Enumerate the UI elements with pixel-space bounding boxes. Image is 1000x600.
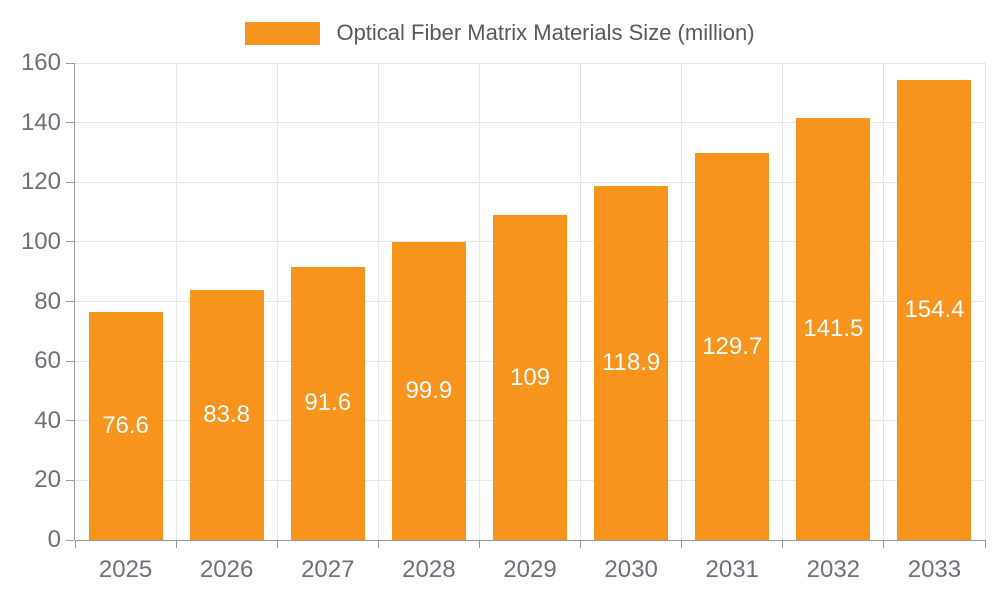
v-gridline: [478, 63, 480, 540]
y-tick: [66, 479, 74, 481]
y-axis-line: [74, 63, 75, 540]
y-axis-label: 120: [20, 168, 61, 196]
x-axis-label: 2029: [503, 556, 557, 583]
bar-value-label: 83.8: [203, 401, 251, 429]
x-tick: [175, 540, 177, 548]
x-tick: [782, 540, 784, 548]
legend-label: Optical Fiber Matrix Materials Size (mil…: [336, 20, 755, 45]
x-axis-label: 2033: [907, 556, 962, 583]
bar-value-label: 118.9: [601, 348, 661, 376]
y-tick: [66, 420, 74, 422]
bar-value-label: 99.9: [405, 377, 453, 405]
bar-value-label: 141.5: [803, 315, 864, 343]
v-gridline: [377, 63, 379, 540]
x-axis-label: 2032: [806, 556, 861, 583]
y-axis-label: 40: [34, 406, 61, 434]
x-tick: [681, 540, 683, 548]
v-gridline: [681, 63, 683, 540]
x-axis-label: 2027: [301, 556, 355, 583]
h-gridline: [75, 62, 985, 64]
x-axis-label: 2025: [98, 556, 153, 583]
v-gridline: [984, 63, 986, 540]
bar[interactable]: 109: [493, 215, 567, 540]
h-gridline: [75, 181, 985, 183]
bar[interactable]: 76.6: [88, 311, 163, 540]
y-axis-label: 140: [20, 108, 61, 136]
x-tick: [580, 540, 582, 548]
h-gridline: [75, 122, 985, 124]
y-axis-label: 60: [34, 347, 61, 375]
bar[interactable]: 129.7: [695, 153, 770, 540]
x-tick: [984, 540, 986, 548]
bar-value-label: 91.6: [304, 389, 352, 417]
x-tick: [377, 540, 379, 548]
x-axis-label: 2028: [402, 556, 456, 583]
bar-value-label: 76.6: [102, 411, 149, 439]
y-tick: [66, 360, 74, 362]
y-axis-label: 100: [20, 227, 61, 255]
x-tick: [276, 540, 278, 548]
v-gridline: [276, 63, 278, 540]
v-gridline: [883, 63, 885, 540]
bar[interactable]: 99.9: [391, 242, 466, 540]
y-tick: [66, 301, 74, 302]
y-axis-label: 80: [34, 287, 61, 315]
y-tick: [66, 62, 74, 64]
y-tick: [66, 539, 74, 541]
y-axis-label: 20: [34, 466, 61, 494]
v-gridline: [782, 63, 784, 540]
y-tick: [66, 181, 74, 183]
legend[interactable]: Optical Fiber Matrix Materials Size (mil…: [0, 20, 1000, 46]
y-tick: [66, 122, 74, 124]
x-axis-label: 2030: [604, 556, 658, 583]
bar-value-label: 154.4: [904, 295, 965, 323]
bar[interactable]: 83.8: [189, 290, 264, 540]
v-gridline: [175, 63, 177, 540]
x-axis-label: 2026: [199, 556, 254, 583]
bar[interactable]: 118.9: [594, 185, 669, 540]
y-axis-label: 0: [47, 526, 61, 553]
bar-value-label: 109: [509, 363, 551, 391]
legend-swatch: [245, 21, 321, 45]
y-axis-label: 160: [20, 49, 61, 76]
bar[interactable]: 154.4: [897, 79, 972, 540]
x-axis-label: 2031: [705, 556, 759, 583]
x-axis-line: [75, 539, 985, 541]
y-tick: [66, 241, 74, 243]
bar[interactable]: 141.5: [796, 118, 871, 540]
x-tick: [883, 540, 885, 548]
x-tick: [74, 540, 76, 548]
v-gridline: [580, 63, 582, 540]
x-tick: [478, 540, 480, 548]
bar-value-label: 129.7: [702, 332, 763, 360]
bar[interactable]: 91.6: [290, 266, 365, 540]
